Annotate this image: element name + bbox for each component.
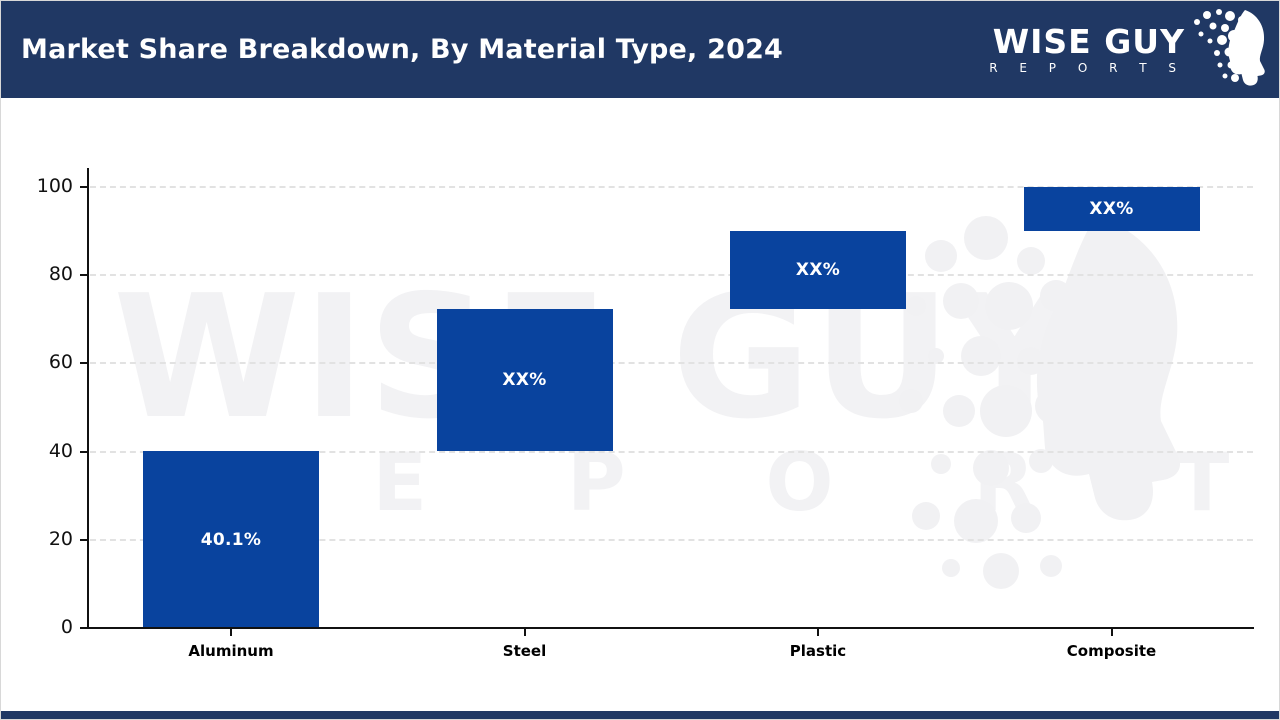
y-tick-mark — [80, 186, 88, 188]
x-tick-label-steel: Steel — [502, 642, 547, 660]
x-tick-mark — [230, 629, 232, 636]
x-tick-mark — [817, 629, 819, 636]
y-tick-mark — [80, 362, 88, 365]
gridline — [90, 538, 1253, 541]
y-tick-mark — [80, 450, 88, 453]
brand-logo-text: WISE GUY R E P O R T S — [989, 25, 1185, 75]
y-tick-label: 60 — [48, 351, 73, 374]
y-tick-mark — [80, 274, 88, 277]
brand-name: WISE GUY — [992, 21, 1185, 61]
bar-value-label: 40.1% — [200, 529, 262, 550]
x-tick-label-plastic: Plastic — [789, 642, 847, 660]
x-tick-label-aluminum: Aluminum — [188, 642, 274, 660]
brand-subtitle: R E P O R T S — [989, 60, 1185, 75]
y-tick-label: 40 — [48, 439, 73, 462]
gridline — [90, 450, 1253, 453]
page-title: Market Share Breakdown, By Material Type… — [21, 34, 784, 65]
gridline — [90, 274, 1253, 277]
bar-steel: XX% — [436, 309, 613, 452]
watermark-face-icon — [899, 216, 1181, 589]
y-tick-mark — [80, 627, 88, 629]
bar-plastic: XX% — [730, 230, 906, 310]
gridline — [90, 362, 1253, 365]
bar-value-label: XX% — [795, 259, 841, 280]
x-tick-label-composite: Composite — [1066, 642, 1157, 660]
bar-value-label: XX% — [502, 370, 547, 391]
brand-logo: WISE GUY R E P O R T S — [989, 8, 1279, 92]
y-tick-label: 80 — [48, 263, 73, 286]
bar-aluminum: 40.1% — [143, 451, 319, 628]
x-axis — [87, 627, 1254, 629]
y-tick-label: 100 — [36, 175, 73, 197]
y-tick-label: 20 — [48, 527, 73, 550]
y-axis — [87, 168, 89, 629]
brand-face-icon — [1194, 8, 1265, 86]
bar-composite: XX% — [1023, 187, 1200, 231]
y-tick-mark — [80, 538, 88, 541]
header-bar: Market Share Breakdown, By Material Type… — [1, 1, 1279, 98]
x-tick-mark — [1110, 629, 1113, 636]
gridline — [90, 186, 1253, 188]
footer-bar — [1, 711, 1279, 719]
y-tick-label: 0 — [60, 616, 73, 638]
x-tick-mark — [523, 629, 526, 636]
bar-value-label: XX% — [1089, 198, 1134, 219]
